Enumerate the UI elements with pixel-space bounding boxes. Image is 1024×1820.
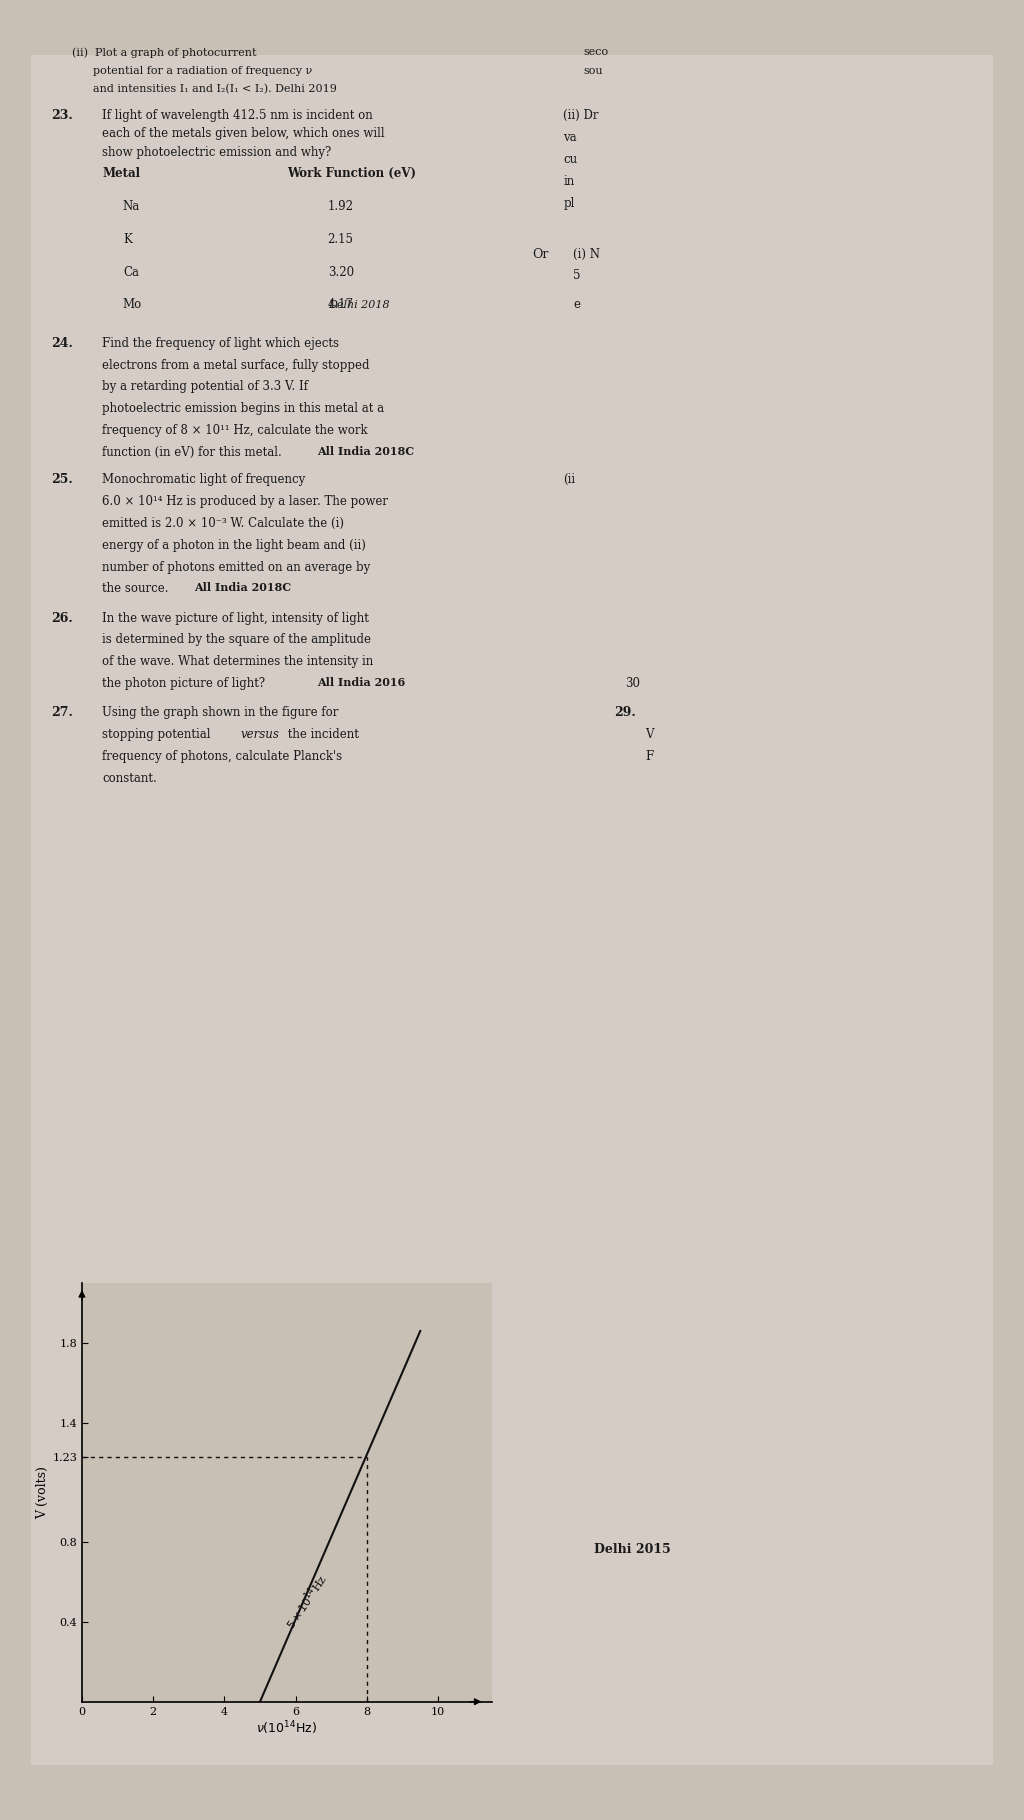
- Text: Delhi 2015: Delhi 2015: [594, 1543, 671, 1556]
- Text: function (in eV) for this metal.: function (in eV) for this metal.: [102, 446, 286, 459]
- Text: seco: seco: [584, 47, 609, 56]
- Text: 4.17: 4.17: [328, 298, 354, 311]
- Text: cu: cu: [563, 153, 578, 166]
- Text: of the wave. What determines the intensity in: of the wave. What determines the intensi…: [102, 655, 374, 668]
- Text: va: va: [563, 131, 577, 144]
- Text: Using the graph shown in the figure for: Using the graph shown in the figure for: [102, 706, 339, 719]
- Text: pl: pl: [563, 197, 574, 209]
- Text: K: K: [123, 233, 132, 246]
- Text: show photoelectric emission and why?: show photoelectric emission and why?: [102, 146, 332, 158]
- Text: and intensities I₁ and I₂(I₁ < I₂). Delhi 2019: and intensities I₁ and I₂(I₁ < I₂). Delh…: [72, 84, 337, 95]
- Text: each of the metals given below, which ones will: each of the metals given below, which on…: [102, 127, 385, 140]
- Text: emitted is 2.0 × 10⁻³ W. Calculate the (i): emitted is 2.0 × 10⁻³ W. Calculate the (…: [102, 517, 344, 530]
- Text: 25.: 25.: [51, 473, 73, 486]
- Text: e: e: [573, 298, 581, 311]
- Text: (ii)  Plot a graph of photocurrent: (ii) Plot a graph of photocurrent: [72, 47, 260, 58]
- Text: Mo: Mo: [123, 298, 142, 311]
- Text: 6.0 × 10¹⁴ Hz is produced by a laser. The power: 6.0 × 10¹⁴ Hz is produced by a laser. Th…: [102, 495, 388, 508]
- Text: 1.92: 1.92: [328, 200, 353, 213]
- Text: 23.: 23.: [51, 109, 73, 122]
- X-axis label: $\nu(10^{14}\mathrm{Hz})$: $\nu(10^{14}\mathrm{Hz})$: [256, 1720, 317, 1736]
- Text: the incident: the incident: [284, 728, 358, 741]
- Text: 2.15: 2.15: [328, 233, 353, 246]
- Text: 5: 5: [573, 269, 581, 282]
- Text: (ii: (ii: [563, 473, 575, 486]
- Text: frequency of 8 × 10¹¹ Hz, calculate the work: frequency of 8 × 10¹¹ Hz, calculate the …: [102, 424, 368, 437]
- Text: is determined by the square of the amplitude: is determined by the square of the ampli…: [102, 633, 372, 646]
- Text: constant.: constant.: [102, 772, 157, 784]
- Text: Or: Or: [532, 248, 549, 260]
- Text: Delhi 2018: Delhi 2018: [328, 300, 389, 309]
- Text: 29.: 29.: [614, 706, 636, 719]
- Text: the source.: the source.: [102, 582, 173, 595]
- Y-axis label: V (volts): V (volts): [37, 1465, 49, 1520]
- Text: 24.: 24.: [51, 337, 73, 349]
- Text: Work Function (eV): Work Function (eV): [287, 167, 416, 180]
- Text: 27.: 27.: [51, 706, 73, 719]
- Text: All India 2018C: All India 2018C: [195, 582, 292, 593]
- Text: the photon picture of light?: the photon picture of light?: [102, 677, 269, 690]
- Text: Monochromatic light of frequency: Monochromatic light of frequency: [102, 473, 305, 486]
- Text: Find the frequency of light which ejects: Find the frequency of light which ejects: [102, 337, 339, 349]
- Text: In the wave picture of light, intensity of light: In the wave picture of light, intensity …: [102, 612, 370, 624]
- Text: by a retarding potential of 3.3 V. If: by a retarding potential of 3.3 V. If: [102, 380, 308, 393]
- Text: F: F: [645, 750, 653, 763]
- Text: stopping potential: stopping potential: [102, 728, 215, 741]
- Text: in: in: [563, 175, 574, 187]
- Text: versus: versus: [241, 728, 280, 741]
- Text: Ca: Ca: [123, 266, 139, 278]
- Text: 30: 30: [625, 677, 640, 690]
- Text: sou: sou: [584, 66, 603, 75]
- Text: V: V: [645, 728, 653, 741]
- Text: (i) N: (i) N: [573, 248, 600, 260]
- Text: Na: Na: [123, 200, 140, 213]
- Text: (ii) Dr: (ii) Dr: [563, 109, 599, 122]
- Text: All India 2018C: All India 2018C: [317, 446, 415, 457]
- Text: frequency of photons, calculate Planck's: frequency of photons, calculate Planck's: [102, 750, 342, 763]
- Text: potential for a radiation of frequency ν: potential for a radiation of frequency ν: [72, 66, 312, 75]
- Text: 26.: 26.: [51, 612, 73, 624]
- Text: $5\times10^{14}$Hz: $5\times10^{14}$Hz: [282, 1571, 331, 1633]
- Text: number of photons emitted on an average by: number of photons emitted on an average …: [102, 561, 371, 573]
- Text: 3.20: 3.20: [328, 266, 354, 278]
- Text: Metal: Metal: [102, 167, 140, 180]
- Text: photoelectric emission begins in this metal at a: photoelectric emission begins in this me…: [102, 402, 385, 415]
- Text: energy of a photon in the light beam and (ii): energy of a photon in the light beam and…: [102, 539, 367, 551]
- Text: All India 2016: All India 2016: [317, 677, 406, 688]
- Text: electrons from a metal surface, fully stopped: electrons from a metal surface, fully st…: [102, 359, 370, 371]
- Text: If light of wavelength 412.5 nm is incident on: If light of wavelength 412.5 nm is incid…: [102, 109, 373, 122]
